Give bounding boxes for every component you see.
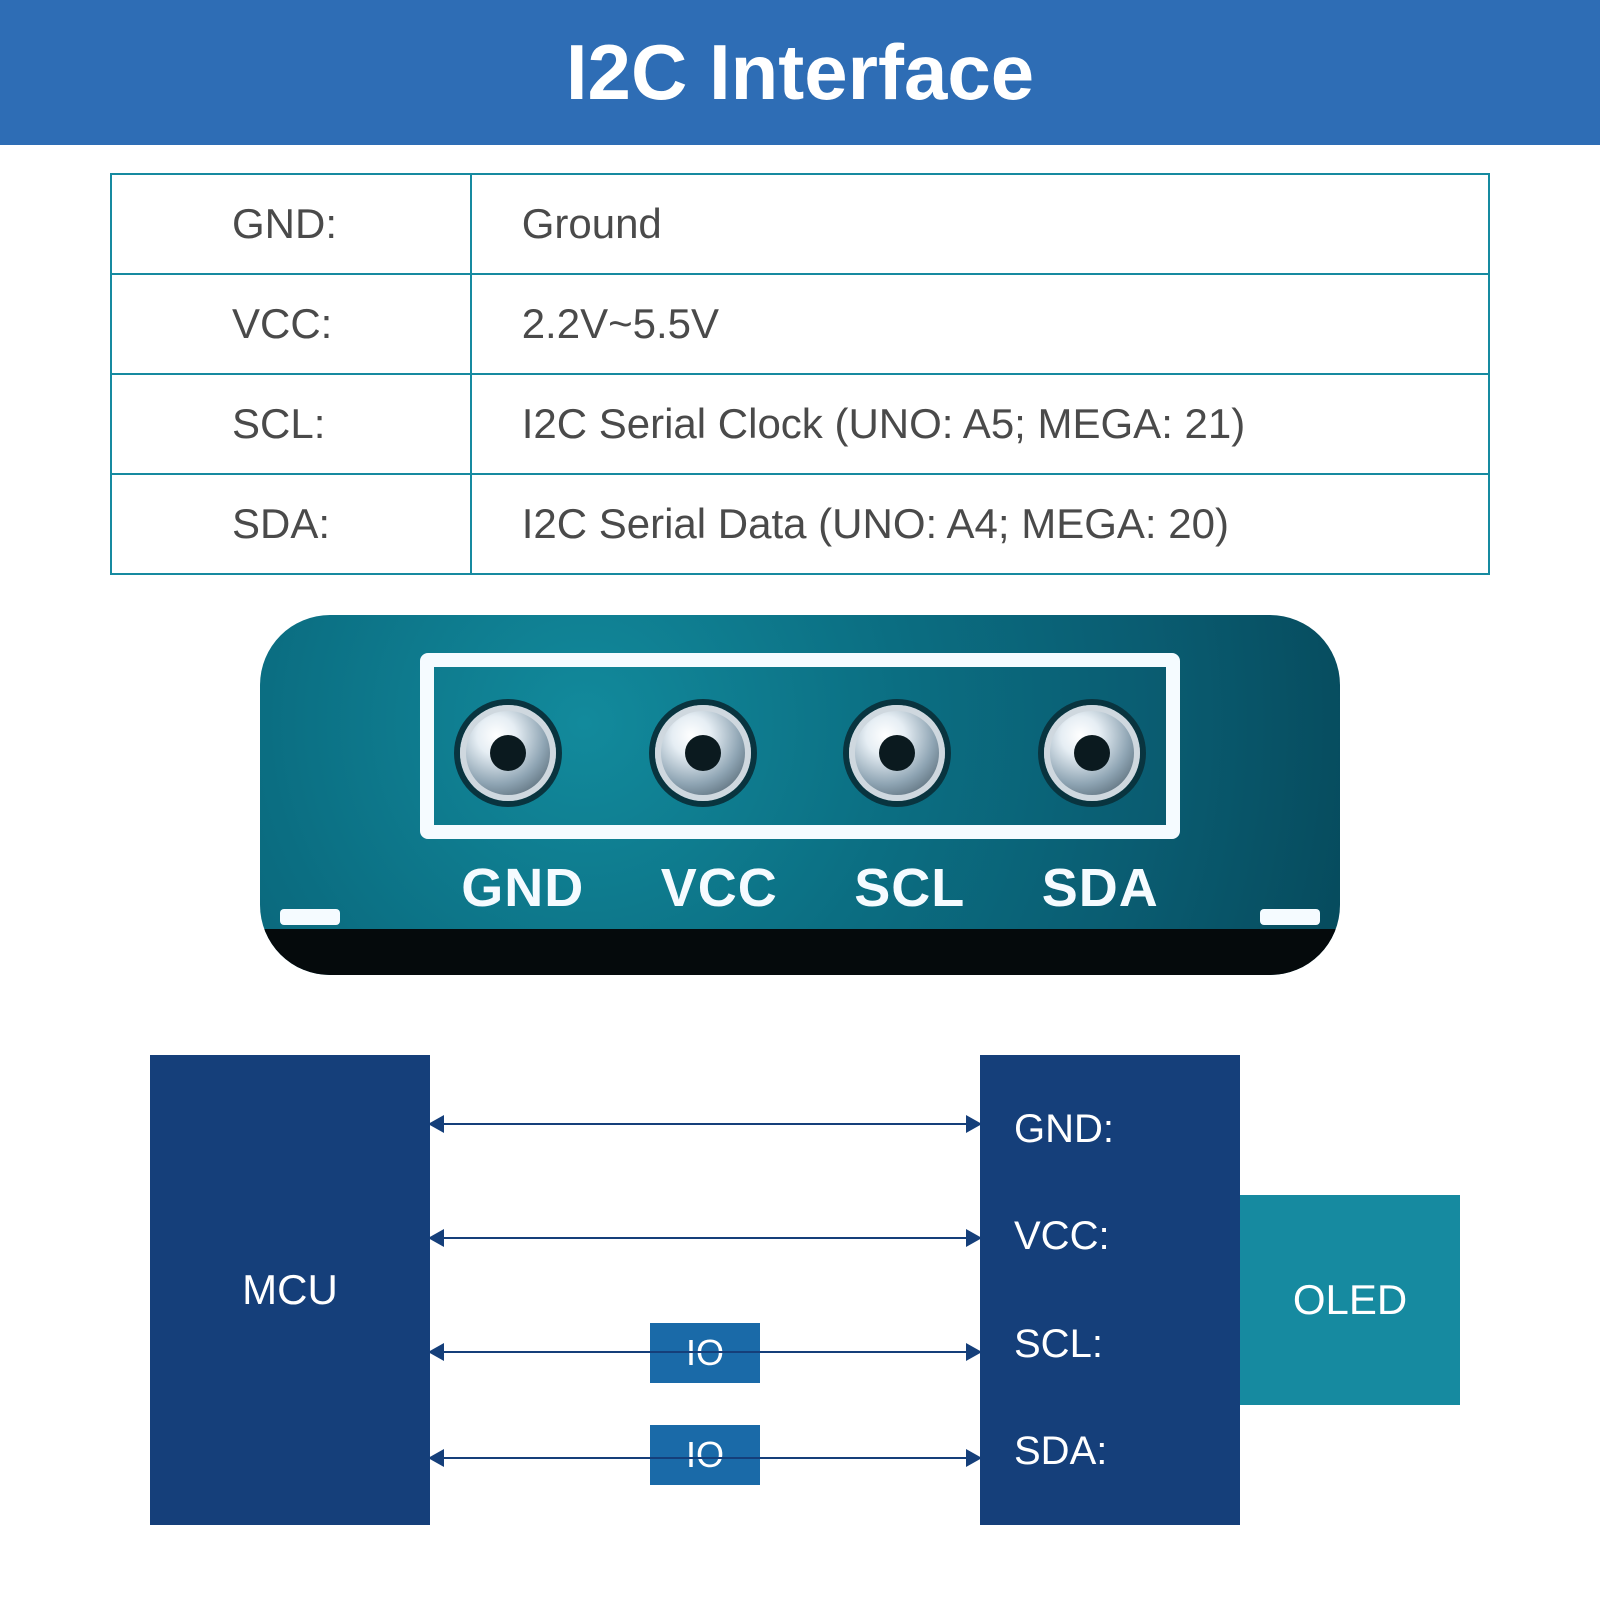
io-block: IO [650,1425,760,1485]
pcb-bottom-strip [260,929,1340,975]
arrowhead-left-icon [428,1449,444,1467]
arrowhead-right-icon [966,1115,982,1133]
pcb-hole [849,705,945,801]
pcb-hole [1044,705,1140,801]
pin-name-cell: SCL: [111,374,471,474]
arrowhead-left-icon [428,1115,444,1133]
pin-desc-cell: Ground [471,174,1489,274]
signal-wire [430,1351,980,1353]
diagram-pin-label: SDA: [1014,1431,1107,1471]
signal-wire [430,1237,980,1239]
pcb-hole [460,705,556,801]
mcu-label: MCU [242,1266,338,1314]
arrowhead-left-icon [428,1343,444,1361]
block-diagram: MCU GND: VCC: SCL: SDA: OLED IO IO [110,1045,1490,1555]
mcu-block: MCU [150,1055,430,1525]
pcb-silk-tick [280,909,340,925]
pcb-pin-label: VCC [661,857,778,919]
table-row: VCC:2.2V~5.5V [111,274,1489,374]
table-row: SDA:I2C Serial Data (UNO: A4; MEGA: 20) [111,474,1489,574]
pin-name-cell: SDA: [111,474,471,574]
pin-desc-cell: 2.2V~5.5V [471,274,1489,374]
pcb-labels-row: GND VCC SCL SDA [430,857,1190,919]
pcb-hole [655,705,751,801]
pin-desc-cell: I2C Serial Clock (UNO: A5; MEGA: 21) [471,374,1489,474]
pcb-module: GND VCC SCL SDA [260,615,1340,975]
signal-wire [430,1457,980,1459]
pcb-pin-label: SDA [1042,857,1159,919]
pin-name-cell: GND: [111,174,471,274]
table-row: SCL:I2C Serial Clock (UNO: A5; MEGA: 21) [111,374,1489,474]
io-label: IO [686,1434,724,1476]
oled-label: OLED [1293,1276,1407,1324]
pcb-pin-label: GND [461,857,584,919]
io-block: IO [650,1323,760,1383]
diagram-pin-label: VCC: [1014,1216,1110,1256]
page-title: I2C Interface [566,27,1034,118]
pin-name-cell: VCC: [111,274,471,374]
arrowhead-right-icon [966,1449,982,1467]
arrowhead-left-icon [428,1229,444,1247]
diagram-pin-label: GND: [1014,1109,1114,1149]
pin-desc-cell: I2C Serial Data (UNO: A4; MEGA: 20) [471,474,1489,574]
diagram-pin-label: SCL: [1014,1324,1103,1364]
pin-table: GND:GroundVCC:2.2V~5.5VSCL:I2C Serial Cl… [110,173,1490,575]
signal-wire [430,1123,980,1125]
io-label: IO [686,1332,724,1374]
oled-block: OLED [1240,1195,1460,1405]
pcb-pin-label: SCL [854,857,965,919]
pins-block: GND: VCC: SCL: SDA: [980,1055,1240,1525]
arrowhead-right-icon [966,1229,982,1247]
header-bar: I2C Interface [0,0,1600,145]
pcb-silk-tick [1260,909,1320,925]
pcb-holes-row [460,705,1140,801]
arrowhead-right-icon [966,1343,982,1361]
table-row: GND:Ground [111,174,1489,274]
